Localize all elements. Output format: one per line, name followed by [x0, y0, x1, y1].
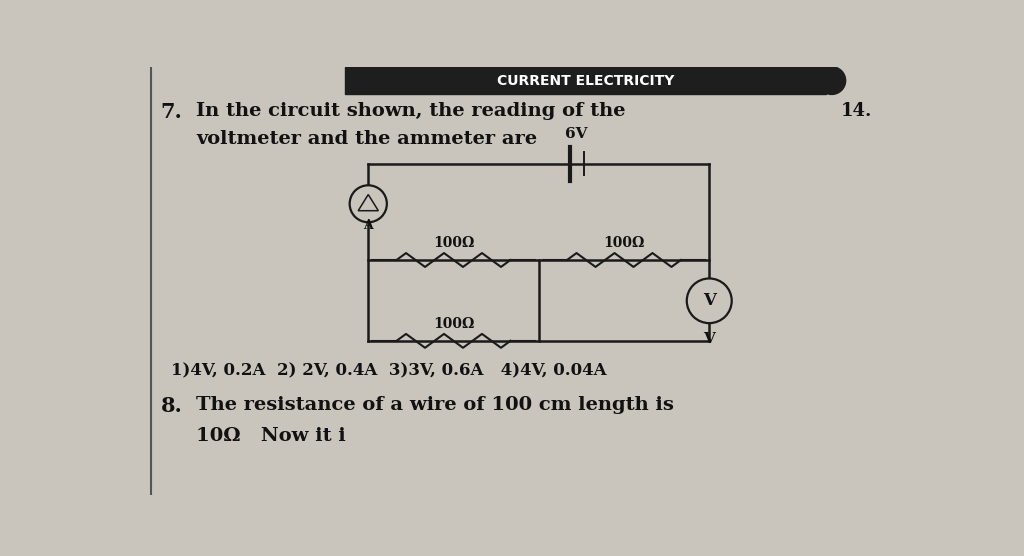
Text: V: V	[702, 291, 716, 309]
Text: The resistance of a wire of 100 cm length is: The resistance of a wire of 100 cm lengt…	[197, 396, 674, 414]
Circle shape	[818, 67, 846, 95]
Text: 100Ω: 100Ω	[603, 236, 645, 250]
Text: A: A	[362, 219, 373, 232]
Text: voltmeter and the ammeter are: voltmeter and the ammeter are	[197, 130, 538, 148]
Text: 8.: 8.	[161, 396, 182, 416]
Text: 1)4V, 0.2A  2) 2V, 0.4A  3)3V, 0.6A   4)4V, 0.04A: 1)4V, 0.2A 2) 2V, 0.4A 3)3V, 0.6A 4)4V, …	[171, 363, 606, 379]
Text: CURRENT ELECTRICITY: CURRENT ELECTRICITY	[497, 73, 674, 88]
Bar	[345, 67, 825, 95]
Text: In the circuit shown, the reading of the: In the circuit shown, the reading of the	[197, 102, 626, 120]
Circle shape	[349, 185, 387, 222]
Text: 100Ω: 100Ω	[433, 317, 474, 331]
Text: 100Ω: 100Ω	[433, 236, 474, 250]
Circle shape	[687, 279, 732, 323]
Text: V: V	[703, 332, 715, 346]
Text: 10Ω   Now it i: 10Ω Now it i	[197, 427, 346, 445]
Text: 6V: 6V	[565, 127, 588, 141]
Text: 7.: 7.	[161, 102, 182, 122]
Text: 14.: 14.	[841, 102, 872, 120]
